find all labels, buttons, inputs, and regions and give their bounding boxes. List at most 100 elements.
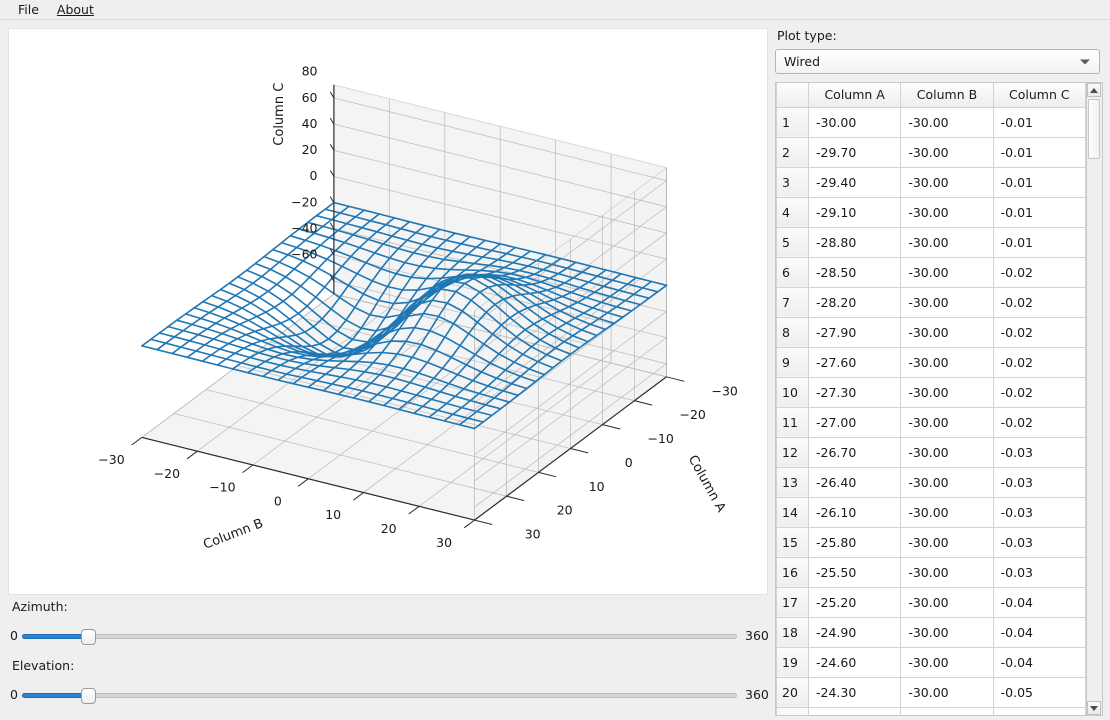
cell-column-a[interactable]: -28.20 (807, 286, 902, 318)
cell-column-b[interactable]: -30.00 (900, 346, 994, 378)
table-row[interactable]: 11 -27.00 -30.00 -0.02 (776, 406, 1086, 438)
scrollbar-thumb[interactable] (1088, 99, 1100, 159)
plot-type-select[interactable]: Wired (775, 49, 1100, 74)
cell-column-c[interactable]: -0.03 (992, 556, 1086, 588)
cell-column-a[interactable]: -26.40 (807, 466, 902, 498)
azimuth-slider-track[interactable] (22, 634, 737, 639)
table-row[interactable]: 7 -28.20 -30.00 -0.02 (776, 286, 1086, 318)
cell-column-c[interactable]: -0.01 (992, 106, 1086, 138)
row-number-cell[interactable]: 18 (776, 616, 809, 648)
cell-column-b[interactable]: -30.00 (900, 316, 994, 348)
table-row[interactable]: 6 -28.50 -30.00 -0.02 (776, 256, 1086, 288)
cell-column-a[interactable]: -24.60 (807, 646, 902, 678)
cell-column-a[interactable]: -25.20 (807, 586, 902, 618)
cell-column-a[interactable]: -29.10 (807, 196, 902, 228)
table-row[interactable]: 13 -26.40 -30.00 -0.03 (776, 466, 1086, 498)
cell-column-b[interactable]: -30.00 (900, 106, 994, 138)
cell-column-c[interactable]: -0.03 (992, 466, 1086, 498)
cell-column-c[interactable] (992, 706, 1086, 715)
row-number-cell[interactable]: 14 (776, 496, 809, 528)
cell-column-c[interactable]: -0.01 (992, 166, 1086, 198)
row-number-cell[interactable]: 16 (776, 556, 809, 588)
cell-column-c[interactable]: -0.02 (992, 406, 1086, 438)
cell-column-b[interactable]: -30.00 (900, 436, 994, 468)
row-number-cell[interactable]: 13 (776, 466, 809, 498)
table-row[interactable]: 14 -26.10 -30.00 -0.03 (776, 496, 1086, 528)
table-row[interactable] (776, 706, 1086, 715)
cell-column-a[interactable]: -27.90 (807, 316, 902, 348)
table-row[interactable]: 18 -24.90 -30.00 -0.04 (776, 616, 1086, 648)
elevation-slider-handle[interactable] (81, 688, 96, 704)
table-row[interactable]: 19 -24.60 -30.00 -0.04 (776, 646, 1086, 678)
column-header-b[interactable]: Column B (900, 83, 994, 108)
cell-column-c[interactable]: -0.01 (992, 196, 1086, 228)
cell-column-b[interactable]: -30.00 (900, 526, 994, 558)
cell-column-c[interactable]: -0.05 (992, 676, 1086, 708)
cell-column-c[interactable]: -0.02 (992, 346, 1086, 378)
cell-column-a[interactable]: -25.80 (807, 526, 902, 558)
table-row[interactable]: 20 -24.30 -30.00 -0.05 (776, 676, 1086, 708)
column-header-c[interactable]: Column C (992, 83, 1086, 108)
cell-column-a[interactable] (807, 706, 902, 715)
cell-column-b[interactable]: -30.00 (900, 376, 994, 408)
cell-column-a[interactable]: -24.30 (807, 676, 902, 708)
menu-item-file[interactable]: File (9, 1, 48, 19)
row-number-cell[interactable]: 3 (776, 166, 809, 198)
cell-column-c[interactable]: -0.01 (992, 136, 1086, 168)
table-row[interactable]: 9 -27.60 -30.00 -0.02 (776, 346, 1086, 378)
cell-column-a[interactable]: -28.80 (807, 226, 902, 258)
table-row[interactable]: 1 -30.00 -30.00 -0.01 (776, 106, 1086, 138)
table-row[interactable]: 5 -28.80 -30.00 -0.01 (776, 226, 1086, 258)
menu-item-about[interactable]: About (48, 1, 103, 19)
cell-column-c[interactable]: -0.03 (992, 526, 1086, 558)
table-row[interactable]: 2 -29.70 -30.00 -0.01 (776, 136, 1086, 168)
row-number-cell[interactable] (776, 706, 809, 715)
cell-column-a[interactable]: -27.30 (807, 376, 902, 408)
cell-column-a[interactable]: -26.10 (807, 496, 902, 528)
cell-column-b[interactable]: -30.00 (900, 586, 994, 618)
cell-column-a[interactable]: -24.90 (807, 616, 902, 648)
plot-canvas[interactable]: −30 −20 −10 0 10 20 30 Column B −30 −20 −10 0 10 20 30… (8, 28, 768, 595)
azimuth-slider[interactable] (22, 627, 737, 645)
cell-column-c[interactable]: -0.04 (992, 616, 1086, 648)
data-table-viewport[interactable]: Column A Column B Column C 1 -30.00 -30.00… (775, 82, 1087, 716)
cell-column-a[interactable]: -26.70 (807, 436, 902, 468)
cell-column-b[interactable]: -30.00 (900, 256, 994, 288)
table-row[interactable]: 15 -25.80 -30.00 -0.03 (776, 526, 1086, 558)
cell-column-b[interactable]: -30.00 (900, 286, 994, 318)
cell-column-c[interactable]: -0.03 (992, 496, 1086, 528)
cell-column-b[interactable]: -30.00 (900, 646, 994, 678)
row-number-cell[interactable]: 12 (776, 436, 809, 468)
cell-column-b[interactable]: -30.00 (900, 556, 994, 588)
table-vertical-scrollbar[interactable] (1087, 82, 1103, 716)
cell-column-b[interactable]: -30.00 (900, 226, 994, 258)
row-number-cell[interactable]: 1 (776, 106, 809, 138)
cell-column-a[interactable]: -27.00 (807, 406, 902, 438)
row-number-cell[interactable]: 20 (776, 676, 809, 708)
cell-column-b[interactable]: -30.00 (900, 136, 994, 168)
table-row[interactable]: 17 -25.20 -30.00 -0.04 (776, 586, 1086, 618)
row-number-cell[interactable]: 15 (776, 526, 809, 558)
cell-column-b[interactable]: -30.00 (900, 166, 994, 198)
table-row[interactable]: 12 -26.70 -30.00 -0.03 (776, 436, 1086, 468)
table-row[interactable]: 4 -29.10 -30.00 -0.01 (776, 196, 1086, 228)
cell-column-b[interactable] (900, 706, 994, 715)
row-number-cell[interactable]: 5 (776, 226, 809, 258)
cell-column-c[interactable]: -0.04 (992, 586, 1086, 618)
cell-column-c[interactable]: -0.02 (992, 376, 1086, 408)
table-corner-header[interactable] (776, 83, 809, 108)
row-number-cell[interactable]: 10 (776, 376, 809, 408)
row-number-cell[interactable]: 9 (776, 346, 809, 378)
table-row[interactable]: 10 -27.30 -30.00 -0.02 (776, 376, 1086, 408)
cell-column-c[interactable]: -0.02 (992, 286, 1086, 318)
cell-column-a[interactable]: -28.50 (807, 256, 902, 288)
cell-column-c[interactable]: -0.01 (992, 226, 1086, 258)
cell-column-b[interactable]: -30.00 (900, 496, 994, 528)
table-row[interactable]: 16 -25.50 -30.00 -0.03 (776, 556, 1086, 588)
cell-column-b[interactable]: -30.00 (900, 406, 994, 438)
row-number-cell[interactable]: 8 (776, 316, 809, 348)
table-row[interactable]: 3 -29.40 -30.00 -0.01 (776, 166, 1086, 198)
row-number-cell[interactable]: 19 (776, 646, 809, 678)
cell-column-a[interactable]: -29.70 (807, 136, 902, 168)
cell-column-b[interactable]: -30.00 (900, 616, 994, 648)
